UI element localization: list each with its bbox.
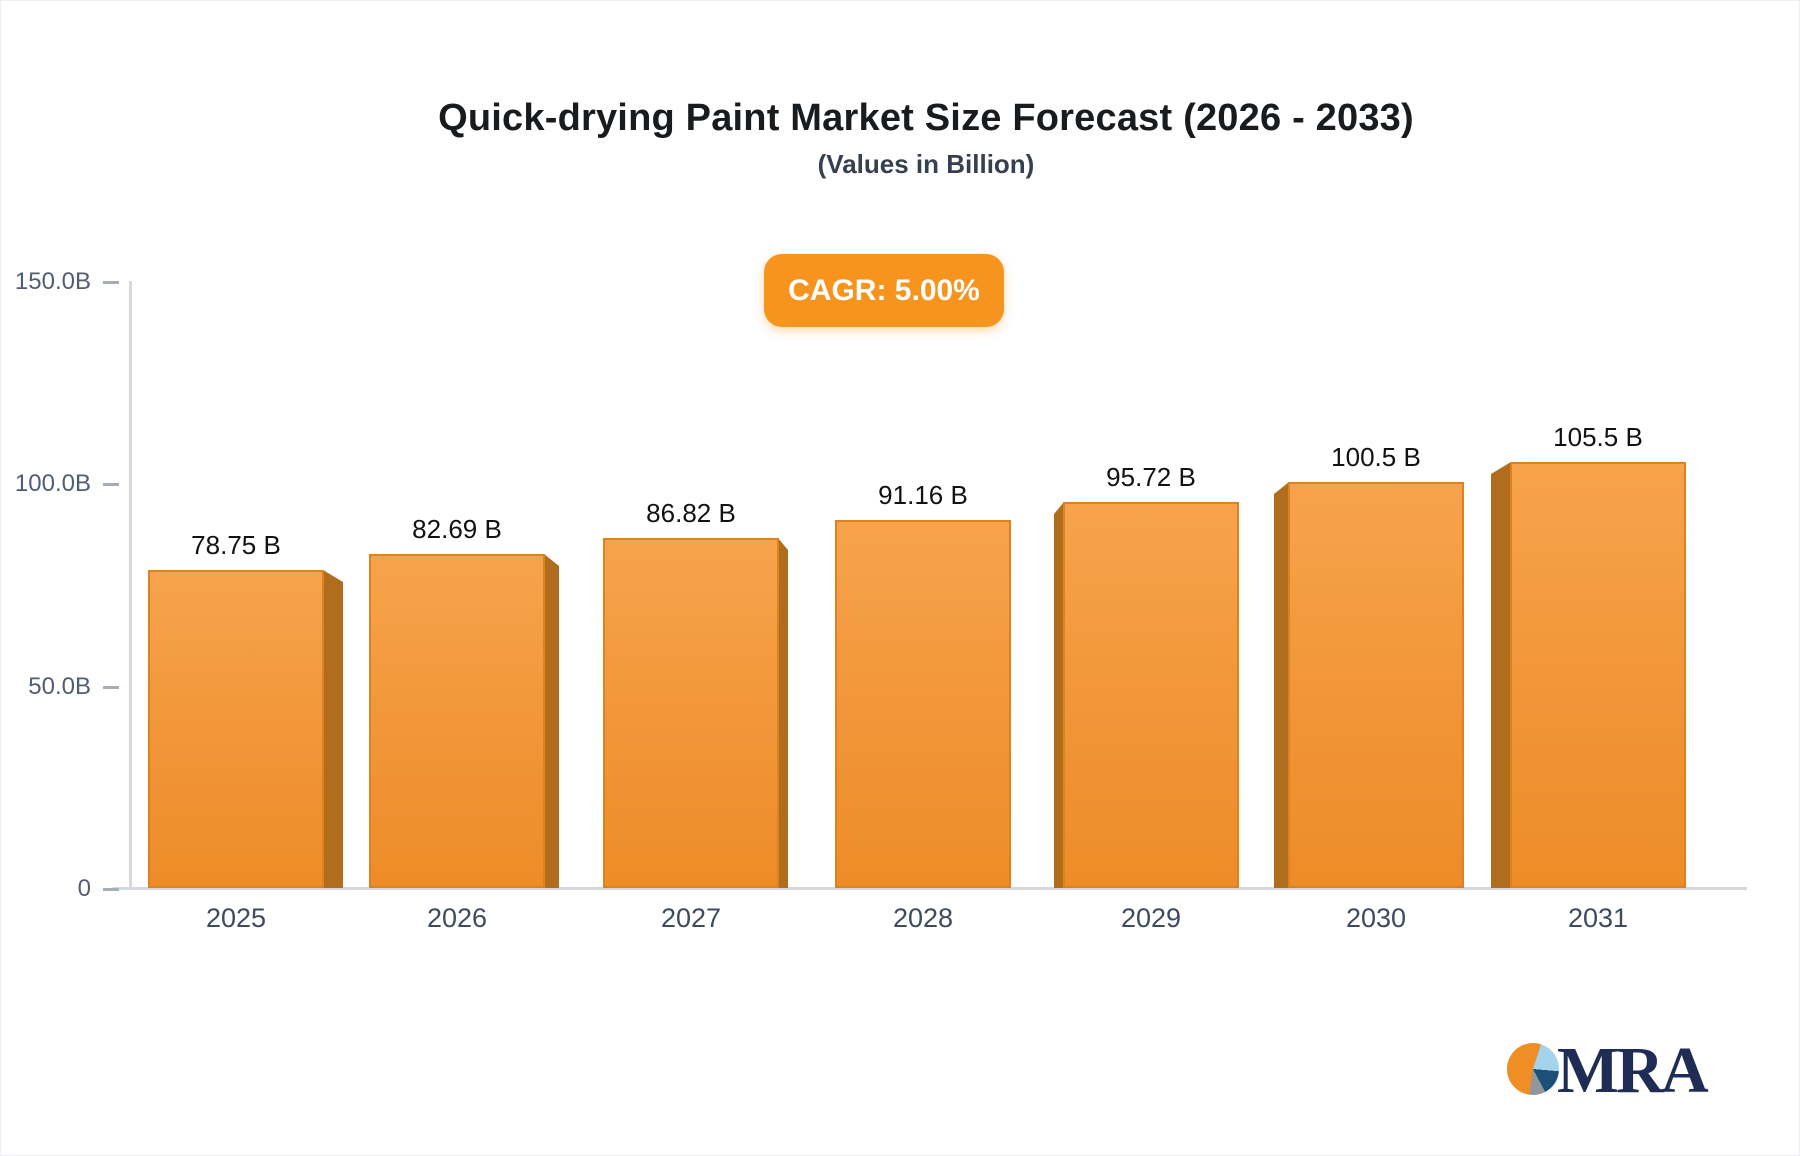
x-axis-category-label: 2029 bbox=[1120, 903, 1182, 933]
x-axis-category-label: 2028 bbox=[892, 903, 954, 933]
brand-logo-text: MRA bbox=[1557, 1034, 1709, 1107]
chart-subtitle: (Values in Billion) bbox=[817, 149, 1035, 179]
bar-3d-side bbox=[323, 570, 343, 888]
bar-3d-side bbox=[544, 554, 559, 888]
y-axis-tick-label: 100.0B bbox=[14, 470, 91, 498]
bar-2028 bbox=[835, 520, 1011, 888]
y-axis-tick-label: 150.0B bbox=[14, 268, 91, 295]
y-axis-tick-label: 50.0B bbox=[28, 672, 91, 700]
x-axis-category-label: 2031 bbox=[1567, 903, 1629, 933]
cagr-badge: CAGR: 5.00% bbox=[764, 254, 1004, 327]
pie-chart-logo-icon bbox=[1507, 1043, 1559, 1095]
bar-value-label: 82.69 B bbox=[412, 514, 502, 544]
bar-value-label: 91.16 B bbox=[878, 480, 968, 510]
y-axis-tick bbox=[103, 281, 119, 284]
bar-2025 bbox=[148, 570, 324, 888]
bar-3d-side bbox=[1054, 502, 1064, 888]
bar-2031 bbox=[1510, 462, 1686, 888]
bar-2026 bbox=[369, 554, 545, 888]
bar-value-label: 86.82 B bbox=[646, 498, 736, 528]
bar-value-label: 100.5 B bbox=[1331, 442, 1421, 472]
y-axis-tick bbox=[103, 483, 119, 487]
y-axis-tick-label: 0 bbox=[77, 875, 91, 902]
brand-logo: MRA bbox=[1507, 1034, 1767, 1107]
bar-2027 bbox=[603, 538, 779, 888]
bar-3d-side bbox=[778, 538, 788, 888]
bar-value-label: 95.72 B bbox=[1106, 462, 1196, 492]
y-axis-tick bbox=[103, 888, 119, 891]
chart-title: Quick-drying Paint Market Size Forecast … bbox=[438, 97, 1414, 139]
bar-value-label: 78.75 B bbox=[191, 530, 281, 560]
x-axis-line bbox=[113, 887, 1747, 890]
x-axis-category-label: 2030 bbox=[1345, 903, 1407, 933]
x-axis-category-label: 2026 bbox=[426, 903, 488, 933]
x-axis-category-label: 2027 bbox=[660, 903, 722, 933]
bar-2030 bbox=[1288, 482, 1464, 888]
bar-2029 bbox=[1063, 502, 1239, 888]
bar-value-label: 105.5 B bbox=[1553, 422, 1643, 452]
x-axis-category-label: 2025 bbox=[205, 903, 267, 933]
y-axis-tick bbox=[103, 685, 119, 689]
bar-3d-side bbox=[1274, 482, 1289, 888]
y-axis-line bbox=[129, 281, 132, 890]
bar-3d-side bbox=[1491, 462, 1511, 888]
